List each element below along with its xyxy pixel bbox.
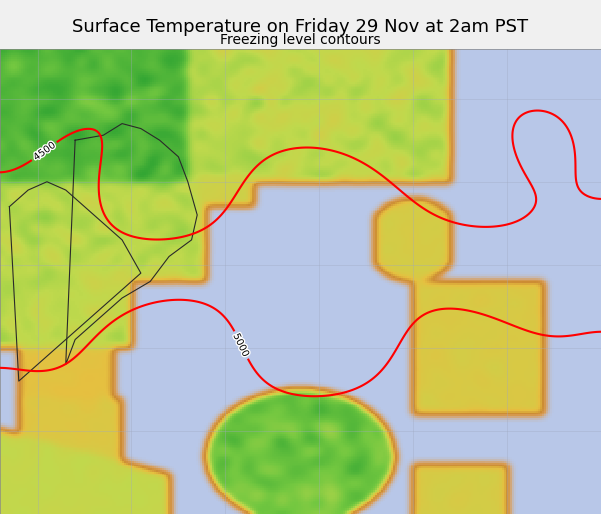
Text: 5000: 5000 — [231, 332, 251, 358]
Text: Surface Temperature on Friday 29 Nov at 2am PST: Surface Temperature on Friday 29 Nov at … — [73, 18, 528, 36]
Text: Freezing level contours: Freezing level contours — [220, 33, 381, 47]
Text: 4500: 4500 — [31, 140, 57, 162]
